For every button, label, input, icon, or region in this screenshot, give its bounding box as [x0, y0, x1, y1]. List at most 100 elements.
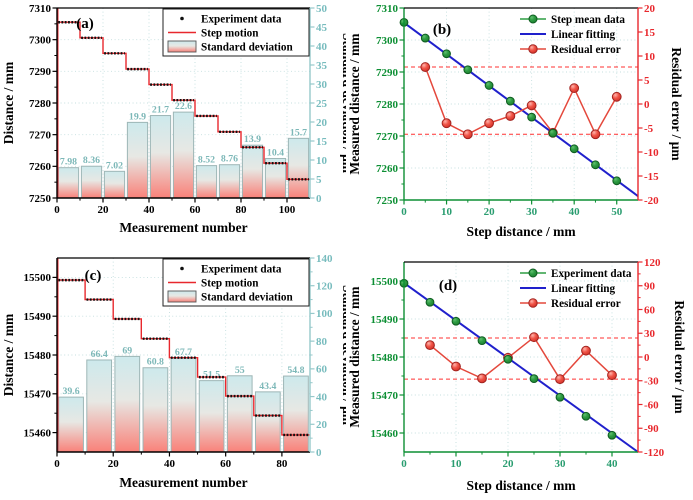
bar-value-label: 67.7: [175, 347, 192, 358]
y-right-tick-label: 0: [316, 447, 322, 459]
experiment-data-points: [58, 278, 309, 437]
legend-label: Linear fitting: [551, 283, 616, 295]
x-tick-label: 0: [54, 458, 60, 470]
legend-label: Standard deviation: [201, 292, 293, 304]
y-right-tick-label: 140: [316, 253, 333, 265]
std-dev-bars: 7.98 8.36 7.02 19.9 21.7 22.6 8.52 8.76 13.9 10.4…: [57, 101, 310, 199]
panel-d-fit-chart: 0 10 20 30 40 15460 15470 15480 15490 15500 -120 -9…: [347, 257, 687, 493]
x-tick-label: 10: [441, 206, 453, 218]
std-dev-bar: [58, 396, 84, 453]
bar-value-label: 7.98: [60, 157, 77, 168]
legend-label: Step motion: [201, 28, 259, 40]
x-tick-label: 10: [451, 458, 463, 470]
x-tick-label: 60: [220, 458, 232, 470]
y-axis-left-title: Distance / mm: [1, 313, 16, 396]
legend-green-dot-symbol: [528, 14, 538, 24]
y-left-tick-label: 7250: [376, 195, 399, 207]
x-tick-label: 80: [236, 204, 248, 216]
y-left-tick-label: 15480: [371, 352, 399, 364]
y-right-tick-label: 80: [316, 336, 328, 348]
y-right-tick-label: -10: [644, 147, 659, 159]
std-dev-bar: [149, 115, 172, 199]
mean-data-point: [505, 96, 515, 106]
legend-label: Step motion: [201, 278, 259, 290]
residual-error-point: [451, 361, 461, 372]
axis-minor-ticks: [54, 271, 313, 455]
x-tick-label: 40: [144, 204, 156, 216]
residual-error-point: [569, 83, 580, 94]
legend-label: Residual error: [551, 44, 621, 56]
y-left-tick-label: 15500: [371, 276, 399, 288]
x-tick-label: 20: [98, 204, 110, 216]
x-tick-label: 0: [54, 204, 60, 216]
y-right-tick-label: -30: [644, 376, 659, 388]
legend: Experiment data Step motion Standard devia…: [162, 8, 310, 57]
legend-red-dot-symbol: [528, 298, 538, 308]
y-right-tick-label: 20: [644, 3, 656, 15]
y-left-tick-label: 7300: [376, 35, 399, 47]
y-right-tick-label: 0: [644, 99, 650, 111]
axis-ticks: [399, 7, 643, 205]
mean-data-point: [591, 160, 600, 170]
y-left-tick-label: 7280: [29, 98, 52, 110]
std-dev-bar: [287, 137, 310, 199]
residual-error-point: [484, 118, 494, 129]
residual-error-line: [424, 66, 618, 136]
bar-value-label: 55: [235, 365, 245, 376]
y-right-tick-label: 10: [644, 51, 656, 63]
std-dev-bar: [170, 357, 197, 453]
legend-label: Residual error: [551, 298, 621, 310]
bar-value-label: 21.7: [152, 105, 169, 116]
residual-error-point: [477, 373, 487, 384]
y-axis-left-title: Measured distance / mm: [347, 286, 362, 428]
y-left-tick-label: 15460: [24, 427, 52, 439]
bar-value-label: 10.4: [267, 147, 284, 158]
y-right-tick-label: -5: [644, 123, 654, 135]
axis-ticks: [52, 7, 315, 203]
legend-label: Standard deviation: [201, 42, 293, 54]
y-left-tick-label: 7310: [376, 3, 399, 15]
y-left-tick-label: 7280: [376, 99, 399, 111]
y-right-tick-label: 35: [316, 60, 328, 72]
legend-red-dot-symbol: [528, 44, 538, 54]
mean-data-point: [581, 411, 591, 421]
y-axis-right-title: Residual error / μm: [672, 300, 687, 414]
y-right-tick-label: 20: [316, 117, 328, 129]
y-axis-right-title: Standard deviation / μm: [340, 33, 346, 174]
y-right-tick-label: 5: [644, 75, 650, 87]
y-right-tick-label: 30: [316, 79, 328, 91]
mean-data-point: [503, 354, 513, 364]
y-right-tick-label: 0: [316, 193, 322, 205]
panel-label: (b): [433, 22, 451, 38]
y-right-tick-label: -15: [644, 171, 659, 183]
linear-fit-line: [403, 282, 639, 453]
y-right-tick-label: 0: [644, 352, 650, 364]
y-axis-right-title: Standard deviation / μm: [340, 285, 346, 426]
std-dev-bar: [57, 167, 80, 199]
residual-error-point: [526, 100, 537, 111]
y-left-tick-label: 15500: [24, 272, 52, 284]
mean-data-point: [463, 65, 473, 75]
std-dev-bar: [218, 164, 241, 199]
y-right-tick-label: -20: [644, 195, 659, 207]
x-axis-title: Measurement number: [119, 475, 247, 490]
y-right-tick-label: 100: [316, 308, 333, 320]
legend-dot-symbol: [180, 16, 184, 21]
bar-value-label: 51.5: [203, 370, 220, 381]
mean-data-point: [451, 316, 461, 326]
legend-label: Experiment data: [201, 264, 282, 276]
legend-label: Experiment data: [201, 14, 282, 26]
legend-bar-symbol: [167, 290, 197, 303]
legend: Step mean data Linear fitting Residual err…: [520, 14, 625, 56]
y-right-tick-label: 50: [316, 3, 328, 15]
mean-data-point: [548, 128, 558, 138]
y-right-tick-label: 30: [644, 328, 656, 340]
y-left-tick-label: 15490: [371, 314, 399, 326]
y-right-tick-label: 60: [316, 364, 328, 376]
std-dev-bar: [226, 375, 253, 453]
panel-b-fit-chart: 0 10 20 30 40 507250726072707280729073007310-…: [347, 3, 684, 239]
y-right-tick-label: 90: [644, 281, 656, 293]
bar-value-label: 39.6: [62, 386, 79, 397]
x-tick-label: 30: [555, 458, 567, 470]
y-right-tick-label: 20: [316, 419, 328, 431]
